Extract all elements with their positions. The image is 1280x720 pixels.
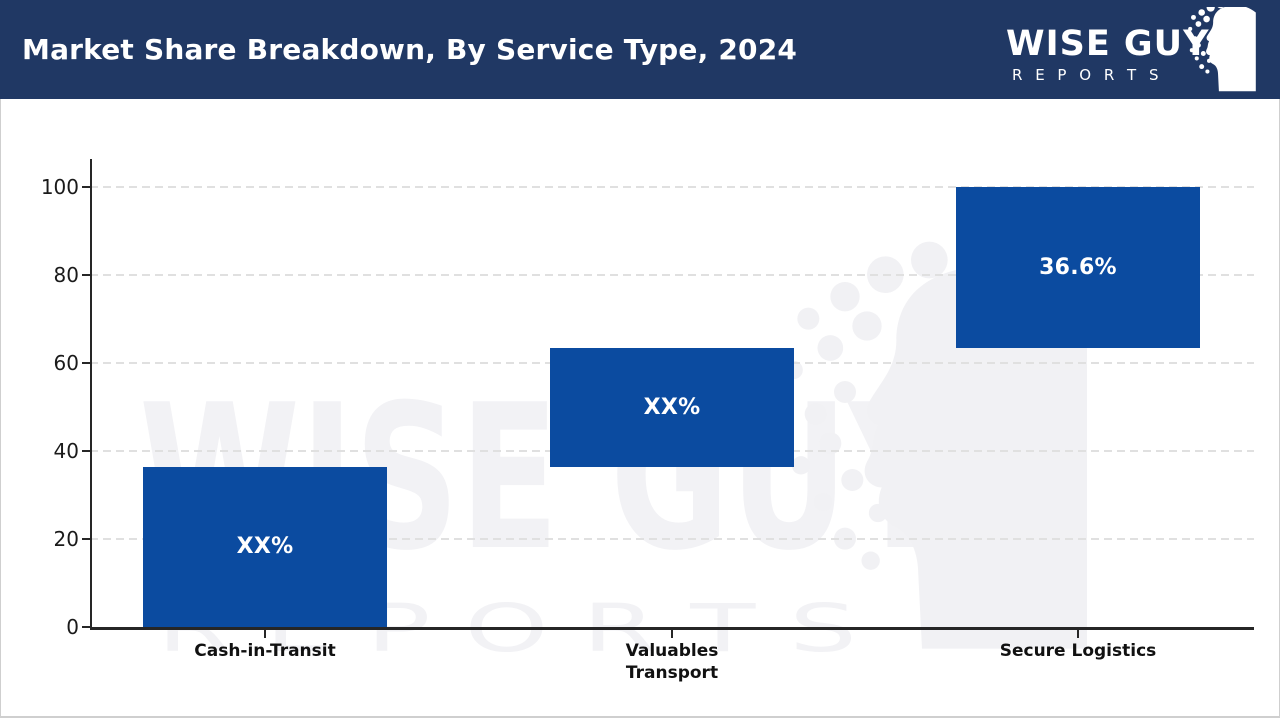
gridline-20 <box>90 538 1254 540</box>
x-tick-1 <box>264 630 266 638</box>
gridline-100 <box>90 186 1254 188</box>
category-label-1: Cash-in-Transit <box>194 641 336 661</box>
x-tick-2 <box>671 630 673 638</box>
chart-title: Market Share Breakdown, By Service Type,… <box>22 33 798 66</box>
logo-subtitle: R E P O R T S <box>1012 66 1162 84</box>
y-tick-100 <box>82 186 90 188</box>
y-tick-label-60: 60 <box>53 351 79 375</box>
gridline-80 <box>90 274 1254 276</box>
y-tick-label-0: 0 <box>66 615 79 639</box>
chart-area: WISE GUY R E P O R T S 0 20 40 60 80 100 XX% XX… <box>0 99 1280 718</box>
x-tick-3 <box>1077 630 1079 638</box>
y-tick-80 <box>82 274 90 276</box>
y-tick-0 <box>82 626 90 628</box>
y-tick-label-80: 80 <box>53 263 79 287</box>
y-tick-label-20: 20 <box>53 527 79 551</box>
category-label-2: Valuables Transport <box>625 641 719 683</box>
y-tick-label-100: 100 <box>40 175 79 199</box>
logo-wordmark: WISE GUY <box>1006 24 1209 64</box>
bar-value-label-1: XX% <box>236 534 294 560</box>
wiseguy-logo: WISE GUY R E P O R T S <box>1006 6 1256 91</box>
category-label-3: Secure Logistics <box>999 641 1157 661</box>
bar-segment-3: 36.6% <box>956 187 1200 349</box>
bar-value-label-3: 36.6% <box>1039 255 1117 281</box>
y-tick-label-40: 40 <box>53 439 79 463</box>
y-axis <box>90 159 92 629</box>
y-tick-60 <box>82 362 90 364</box>
y-tick-20 <box>82 538 90 540</box>
y-tick-40 <box>82 450 90 452</box>
header-bar: Market Share Breakdown, By Service Type,… <box>0 0 1280 99</box>
bar-segment-2: XX% <box>550 348 794 467</box>
bar-segment-1: XX% <box>143 466 387 627</box>
bar-value-label-2: XX% <box>643 394 701 420</box>
x-axis <box>90 627 1254 630</box>
